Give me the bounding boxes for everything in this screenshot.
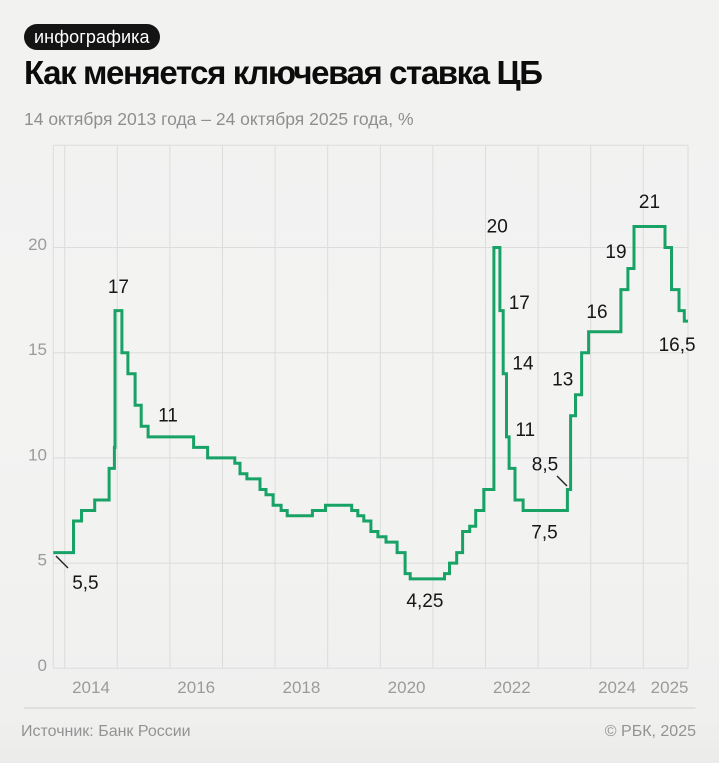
svg-text:16: 16 — [586, 302, 607, 323]
svg-text:7,5: 7,5 — [531, 523, 557, 544]
svg-text:2020: 2020 — [388, 678, 426, 697]
svg-text:0: 0 — [38, 656, 47, 675]
svg-text:2016: 2016 — [177, 678, 215, 697]
svg-text:4,25: 4,25 — [406, 591, 443, 612]
svg-text:19: 19 — [605, 242, 626, 263]
svg-text:5: 5 — [38, 551, 47, 570]
svg-text:20: 20 — [28, 235, 47, 254]
svg-text:13: 13 — [552, 370, 573, 391]
svg-text:5,5: 5,5 — [72, 573, 98, 594]
svg-text:2024: 2024 — [598, 678, 636, 697]
svg-text:15: 15 — [28, 340, 47, 359]
svg-text:11: 11 — [515, 420, 535, 441]
svg-text:16,5: 16,5 — [659, 335, 696, 356]
svg-text:2014: 2014 — [72, 678, 110, 697]
svg-text:2018: 2018 — [282, 678, 320, 697]
svg-text:17: 17 — [509, 293, 530, 314]
svg-text:21: 21 — [639, 192, 660, 213]
svg-text:10: 10 — [28, 445, 47, 464]
svg-text:17: 17 — [108, 277, 129, 298]
svg-text:8,5: 8,5 — [532, 455, 558, 476]
svg-text:14: 14 — [512, 353, 534, 374]
svg-text:20: 20 — [487, 217, 508, 238]
svg-text:2022: 2022 — [493, 678, 531, 697]
svg-text:11: 11 — [158, 406, 178, 427]
svg-text:2025: 2025 — [651, 678, 689, 697]
